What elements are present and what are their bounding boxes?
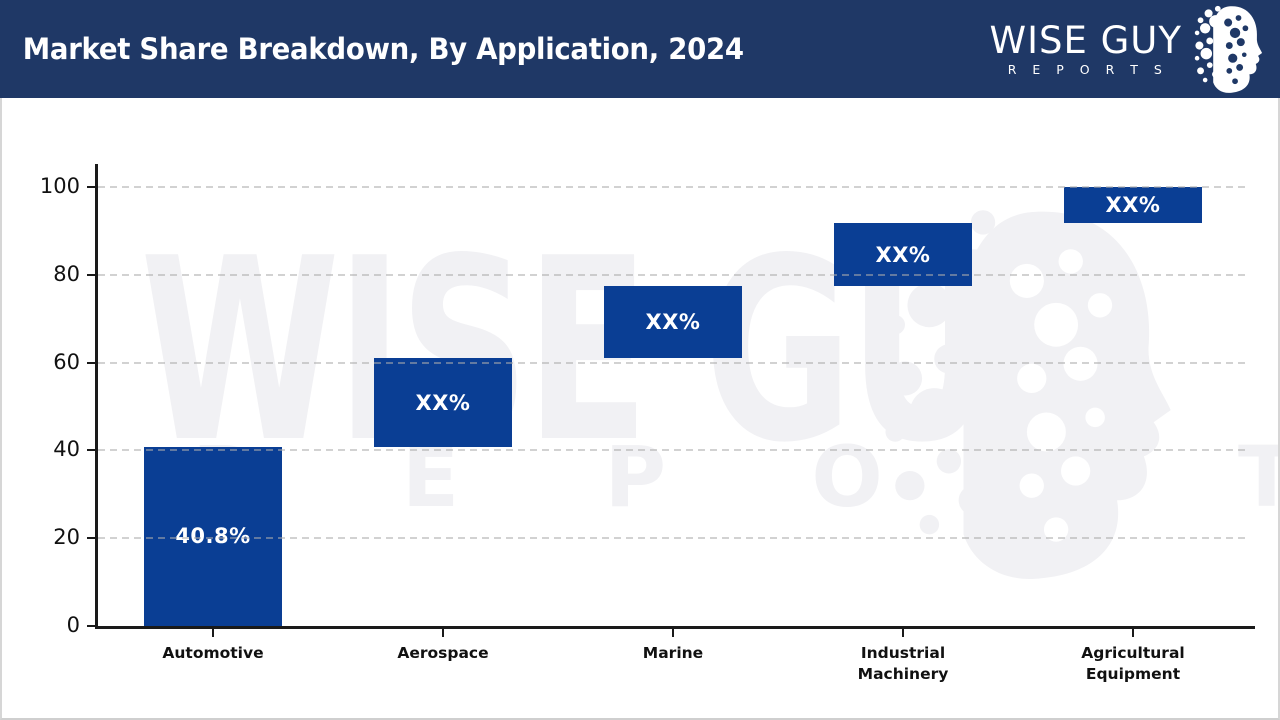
y-tick-80 (87, 273, 95, 276)
y-tick-0 (87, 625, 95, 627)
bar-value-label-industrial-machinery: XX% (875, 242, 931, 267)
category-label-aerospace: Aerospace (397, 644, 489, 662)
bar-value-label-aerospace: XX% (415, 390, 471, 415)
y-axis (95, 164, 98, 629)
chart-title: Market Share Breakdown, By Application, … (22, 32, 744, 66)
gridline-60 (98, 361, 1248, 364)
x-tick-automotive (212, 626, 214, 637)
plot-area: 0 20 40 60 80 100 40.8% Automotive XX% Aerospace X… (40, 164, 1255, 683)
bar-industrial-machinery: XX% (834, 223, 972, 287)
y-tick-60 (87, 361, 95, 364)
bar-value-label-marine: XX% (645, 310, 701, 335)
y-tick-20 (87, 537, 95, 540)
bar-value-label-automotive: 40.8% (175, 524, 251, 549)
bar-agricultural-equipment: XX% (1064, 187, 1202, 223)
x-axis (95, 626, 1255, 629)
wise-guy-logo: WISE GUY R E P O R T S (990, 0, 1270, 98)
y-tick-label-80: 80 (53, 261, 80, 286)
y-tick-label-20: 20 (53, 525, 80, 550)
y-tick-label-60: 60 (53, 349, 80, 374)
category-label-agricultural-equipment: Agricultural Equipment (1081, 644, 1185, 683)
category-label-industrial-machinery: Industrial Machinery (857, 644, 949, 683)
chart-area: WISE GUY R E P O R T S (2, 98, 1278, 718)
header-banner: Market Share Breakdown, By Application, … (0, 0, 1280, 98)
gridline-100 (98, 186, 1248, 188)
category-label-marine: Marine (642, 644, 704, 662)
logo-subtitle: R E P O R T S (1007, 61, 1168, 77)
y-tick-label-40: 40 (53, 437, 80, 462)
bar-automotive: 40.8% (144, 446, 282, 626)
y-tick-label-0: 0 (66, 613, 80, 637)
y-tick-label-100: 100 (39, 174, 80, 198)
y-tick-100 (87, 186, 95, 188)
bar-marine: XX% (604, 286, 742, 359)
x-tick-industrial-machinery (902, 626, 904, 637)
x-tick-marine (672, 626, 674, 637)
gridline-40 (98, 449, 1248, 452)
gridline-80 (98, 273, 1248, 276)
logo-wordmark: WISE GUY (989, 18, 1182, 62)
dotted-head-icon (1194, 5, 1263, 93)
bar-aerospace: XX% (374, 358, 512, 447)
x-tick-aerospace (442, 626, 444, 637)
x-tick-agricultural-equipment (1132, 626, 1134, 637)
category-label-automotive: Automotive (162, 644, 264, 662)
logo-text: WISE GUY R E P O R T S (990, 22, 1182, 77)
y-tick-40 (87, 449, 95, 452)
bar-value-label-agricultural-equipment: XX% (1105, 193, 1161, 217)
gridline-20 (98, 537, 1248, 540)
